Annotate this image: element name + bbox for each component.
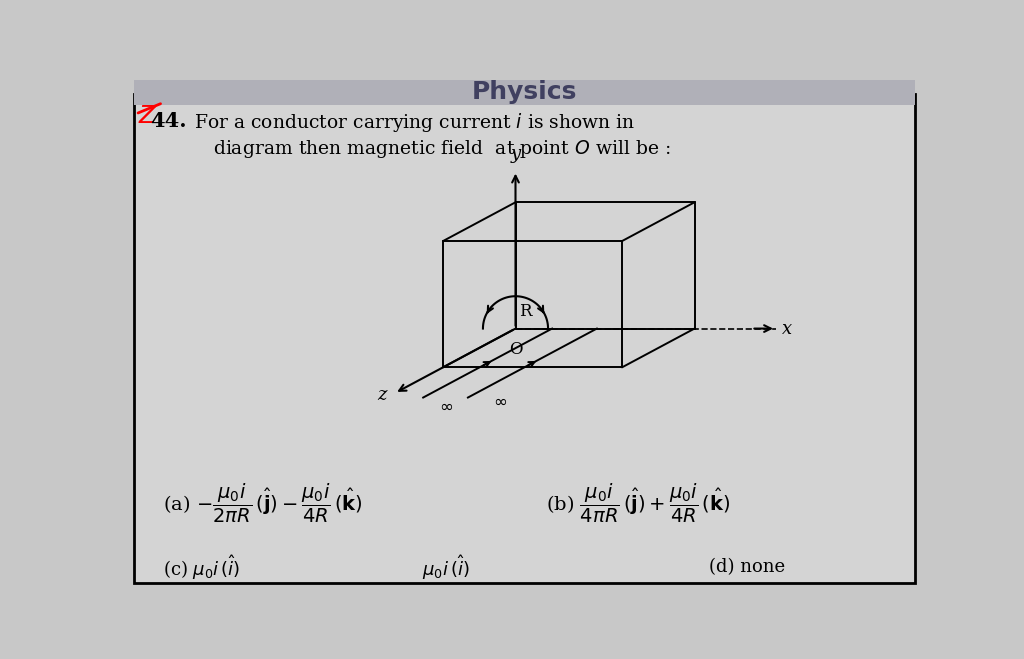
Text: diagram then magnetic field  at point $O$ will be :: diagram then magnetic field at point $O$… xyxy=(213,138,671,160)
Text: (c) $\mu_0 i\,(\hat{i})$: (c) $\mu_0 i\,(\hat{i})$ xyxy=(163,553,240,582)
Text: y: y xyxy=(510,145,520,163)
Text: $\infty$: $\infty$ xyxy=(494,391,507,410)
Text: Physics: Physics xyxy=(472,80,578,104)
Text: (b) $\dfrac{\mu_0 i}{4\pi R}\,(\hat{\mathbf{j}})+\dfrac{\mu_0 i}{4R}\,(\hat{\mat: (b) $\dfrac{\mu_0 i}{4\pi R}\,(\hat{\mat… xyxy=(547,482,731,525)
Text: $\mathit{Z}$: $\mathit{Z}$ xyxy=(138,103,158,128)
Text: 44.: 44. xyxy=(150,111,186,130)
Text: (a) $-\dfrac{\mu_0 i}{2\pi R}\,(\hat{\mathbf{j}})-\dfrac{\mu_0 i}{4R}\,(\hat{\ma: (a) $-\dfrac{\mu_0 i}{2\pi R}\,(\hat{\ma… xyxy=(163,482,362,525)
Text: (d) none: (d) none xyxy=(710,558,785,576)
Text: z: z xyxy=(378,386,387,404)
Text: O: O xyxy=(509,341,522,358)
Text: $\mu_0 i\,(\hat{i})$: $\mu_0 i\,(\hat{i})$ xyxy=(423,553,470,582)
Text: For a conductor carrying current $i$ is shown in: For a conductor carrying current $i$ is … xyxy=(194,111,635,134)
Text: x: x xyxy=(782,320,793,337)
Text: R: R xyxy=(518,303,531,320)
Bar xyxy=(134,80,915,105)
Text: $\infty$: $\infty$ xyxy=(439,397,454,415)
